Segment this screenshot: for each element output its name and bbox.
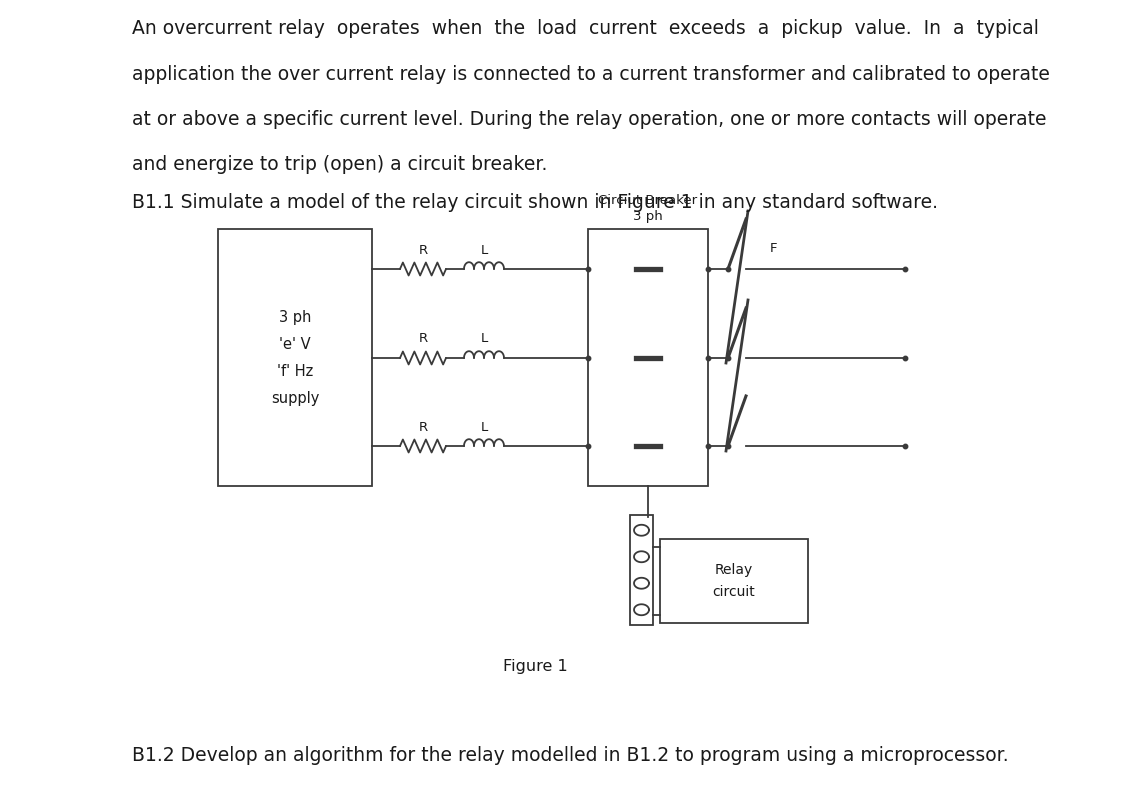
Text: and energize to trip (open) a circuit breaker.: and energize to trip (open) a circuit br…: [132, 155, 547, 175]
Text: An overcurrent relay  operates  when  the  load  current  exceeds  a  pickup  va: An overcurrent relay operates when the l…: [132, 19, 1039, 38]
Text: B1.1 Simulate a model of the relay circuit shown in Figure 1 in any standard sof: B1.1 Simulate a model of the relay circu…: [132, 193, 938, 212]
Text: R: R: [418, 332, 427, 345]
Bar: [630, 515, 653, 625]
Text: L: L: [481, 421, 488, 433]
Bar: [660, 539, 808, 623]
Text: 3 ph
'e' V
'f' Hz
supply: 3 ph 'e' V 'f' Hz supply: [271, 309, 319, 405]
Text: R: R: [418, 244, 427, 256]
Text: at or above a specific current level. During the relay operation, one or more co: at or above a specific current level. Du…: [132, 110, 1047, 129]
Text: Figure 1: Figure 1: [503, 659, 568, 674]
Text: application the over current relay is connected to a current transformer and cal: application the over current relay is co…: [132, 65, 1050, 83]
Text: 3 ph: 3 ph: [633, 210, 663, 223]
Text: Relay
circuit: Relay circuit: [712, 562, 756, 599]
Bar: [218, 229, 372, 486]
Text: R: R: [418, 421, 427, 433]
Text: B1.2 Develop an algorithm for the relay modelled in B1.2 to program using a micr: B1.2 Develop an algorithm for the relay …: [132, 746, 1009, 765]
Text: L: L: [481, 244, 488, 256]
Text: Circiut Breaker: Circiut Breaker: [599, 194, 697, 207]
Text: L: L: [481, 332, 488, 345]
Text: F: F: [769, 242, 776, 255]
Bar: [589, 229, 708, 486]
